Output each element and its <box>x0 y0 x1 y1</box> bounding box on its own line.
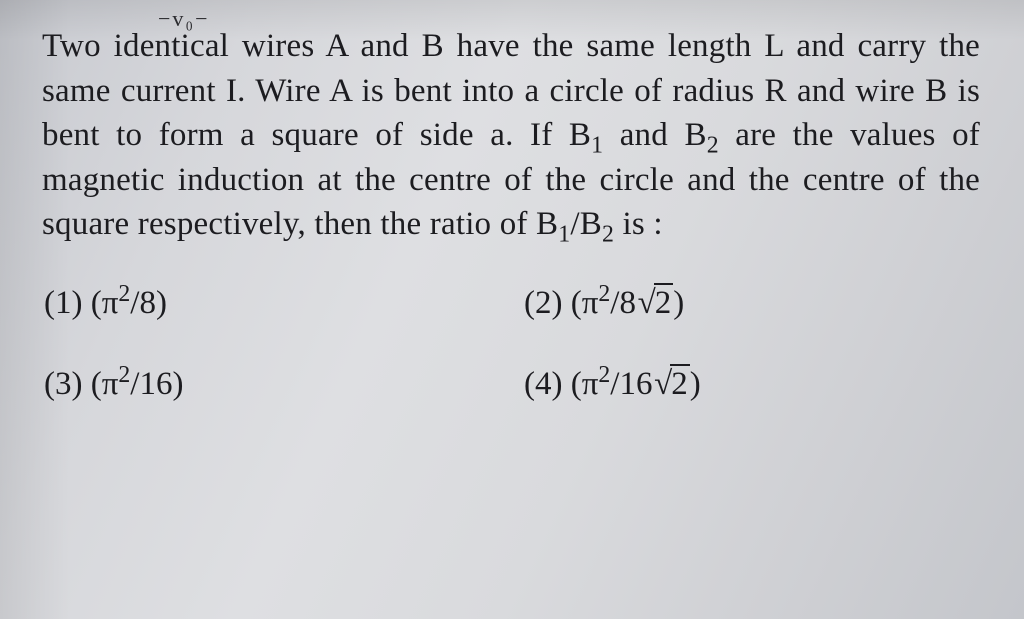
opt-close: ) <box>690 366 701 402</box>
opt-open: ( <box>91 285 102 321</box>
option-4: (4) (π 2/16√2) <box>524 366 984 403</box>
opt-after: /8 <box>610 285 636 321</box>
opt-close: ) <box>673 285 684 321</box>
sqrt-val: 2 <box>654 283 674 321</box>
sqrt-icon: √2 <box>636 285 673 322</box>
opt-num: (3) <box>44 366 91 402</box>
opt-after: /16 <box>130 366 172 402</box>
sqrt-icon: √2 <box>652 366 689 403</box>
opt-sup: 2 <box>118 281 130 307</box>
opt-open: ( <box>571 366 582 402</box>
q-seg-4: is : <box>614 206 663 242</box>
q-seg-1: and B <box>603 117 706 153</box>
opt-after: /16 <box>610 366 652 402</box>
opt-after: /8 <box>130 285 156 321</box>
option-1: (1) (π2/8) <box>44 285 524 322</box>
option-3: (3) (π2/16) <box>44 366 524 403</box>
opt-open: ( <box>571 285 582 321</box>
opt-num: (1) <box>44 285 91 321</box>
page: −v₀− Two identical wires A and B have th… <box>40 10 984 447</box>
q-sub-2: 2 <box>707 133 719 159</box>
header-mark: −v₀− <box>158 6 209 32</box>
opt-num: (4) <box>524 366 571 402</box>
option-row-1: (1) (π2/8) (2) (π2/8√2) <box>44 285 984 322</box>
q-sub-3: 1 <box>558 222 570 248</box>
option-row-2: (3) (π2/16) (4) (π2/16√2) <box>44 366 984 403</box>
sqrt-sym: √ <box>638 285 656 321</box>
opt-pi: π <box>102 285 119 321</box>
opt-open: ( <box>91 366 102 402</box>
option-2: (2) (π 2/8√2) <box>524 285 984 322</box>
opt-sup: 2 <box>598 362 610 388</box>
q-seg-3: /B <box>570 206 602 242</box>
opt-num: (2) <box>524 285 571 321</box>
opt-sup: 2 <box>598 281 610 307</box>
opt-close: ) <box>172 366 183 402</box>
options: (1) (π2/8) (2) (π2/8√2) (3) (π2/16) (4) … <box>40 285 984 403</box>
opt-pi: π <box>102 366 119 402</box>
opt-pi: π <box>582 366 599 402</box>
sqrt-val: 2 <box>670 364 690 402</box>
q-sub-1: 1 <box>591 133 603 159</box>
opt-pi: π <box>582 285 599 321</box>
opt-close: ) <box>156 285 167 321</box>
opt-sup: 2 <box>118 362 130 388</box>
q-sub-4: 2 <box>602 222 614 248</box>
question-text: Two identical wires A and B have the sam… <box>40 24 984 247</box>
